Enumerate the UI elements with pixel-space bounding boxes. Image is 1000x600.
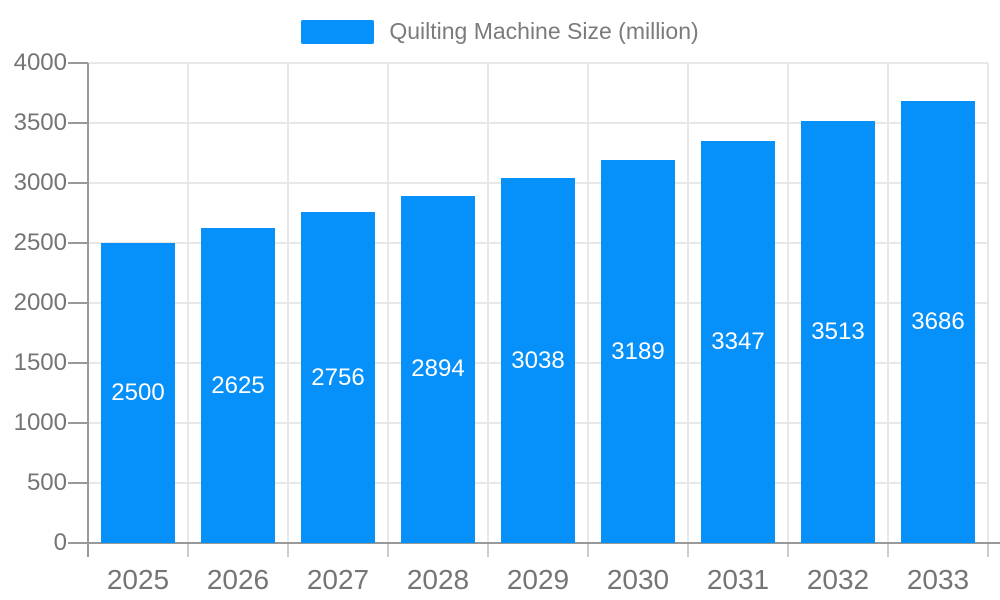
x-gridline <box>787 63 789 543</box>
bar-2026[interactable]: 2625 <box>201 228 275 543</box>
y-axis-line <box>87 63 89 557</box>
y-axis-tick <box>68 362 88 364</box>
bar-2028[interactable]: 2894 <box>401 195 475 543</box>
x-axis-tick <box>887 543 889 557</box>
legend-swatch <box>301 19 375 44</box>
y-gridline <box>88 122 988 124</box>
bar-value-label: 3347 <box>711 328 765 356</box>
x-axis-tick <box>687 543 689 557</box>
x-gridline <box>887 63 889 543</box>
y-gridline <box>88 62 988 64</box>
y-axis-tick-label: 1000 <box>13 409 67 436</box>
bar-2029[interactable]: 3038 <box>501 178 575 543</box>
bar-value-label: 3189 <box>611 337 665 365</box>
x-axis-tick <box>987 543 989 557</box>
y-axis-tick-label: 1500 <box>13 349 67 376</box>
x-axis-tick <box>787 543 789 557</box>
x-axis-tick <box>387 543 389 557</box>
x-axis-tick <box>487 543 489 557</box>
bar-2030[interactable]: 3189 <box>601 160 675 543</box>
y-axis-tick <box>68 242 88 244</box>
bar-value-label: 3686 <box>911 307 965 335</box>
y-axis-tick-label: 2000 <box>13 289 67 316</box>
x-axis-tick-label: 2032 <box>806 564 870 595</box>
y-axis-tick-label: 500 <box>26 469 67 496</box>
y-axis-tick-label: 0 <box>53 529 67 556</box>
y-axis-tick <box>68 62 88 64</box>
x-gridline <box>987 63 989 543</box>
x-axis-tick <box>587 543 589 557</box>
x-axis-tick-label: 2033 <box>906 564 970 595</box>
y-axis-tick-label: 2500 <box>13 229 67 256</box>
bar-2033[interactable]: 3686 <box>901 100 975 543</box>
y-axis-tick-label: 3500 <box>13 109 67 136</box>
x-gridline <box>487 63 489 543</box>
y-axis-tick <box>68 422 88 424</box>
x-axis-tick <box>287 543 289 557</box>
x-gridline <box>387 63 389 543</box>
y-axis-tick <box>68 482 88 484</box>
bar-2032[interactable]: 3513 <box>801 121 875 543</box>
bar-value-label: 2500 <box>111 379 165 406</box>
x-axis-tick-label: 2031 <box>706 564 770 595</box>
y-axis-tick-label: 3000 <box>13 169 67 196</box>
x-axis-tick-label: 2026 <box>206 564 270 595</box>
legend-item[interactable]: Quilting Machine Size (million) <box>0 18 1000 45</box>
bar-2031[interactable]: 3347 <box>701 141 775 543</box>
x-axis-tick-label: 2030 <box>606 564 670 595</box>
x-axis-tick-label: 2025 <box>106 564 170 595</box>
bar-2025[interactable]: 2500 <box>101 243 175 543</box>
legend-label: Quilting Machine Size (million) <box>389 18 699 44</box>
bar-value-label: 2894 <box>411 355 465 383</box>
x-axis-line <box>68 542 1000 544</box>
bar-value-label: 3038 <box>511 346 565 374</box>
y-axis-tick <box>68 122 88 124</box>
bar-value-label: 3513 <box>811 318 865 346</box>
bar-2027[interactable]: 2756 <box>301 212 375 543</box>
x-axis-tick-label: 2027 <box>306 564 370 595</box>
x-axis-tick-label: 2028 <box>406 564 470 595</box>
bar-value-label: 2625 <box>211 371 265 399</box>
x-axis-tick-label: 2029 <box>506 564 570 595</box>
x-gridline <box>287 63 289 543</box>
x-gridline <box>187 63 189 543</box>
x-axis-tick <box>187 543 189 557</box>
y-axis-tick <box>68 182 88 184</box>
y-axis-tick <box>68 302 88 304</box>
y-axis-tick-label: 4000 <box>13 49 67 76</box>
bar-value-label: 2756 <box>311 363 365 391</box>
plot-area: 0 500 1000 1500 2000 2500 3000 3500 4000 2500 2025… <box>14 49 1000 595</box>
x-gridline <box>687 63 689 543</box>
x-gridline <box>587 63 589 543</box>
